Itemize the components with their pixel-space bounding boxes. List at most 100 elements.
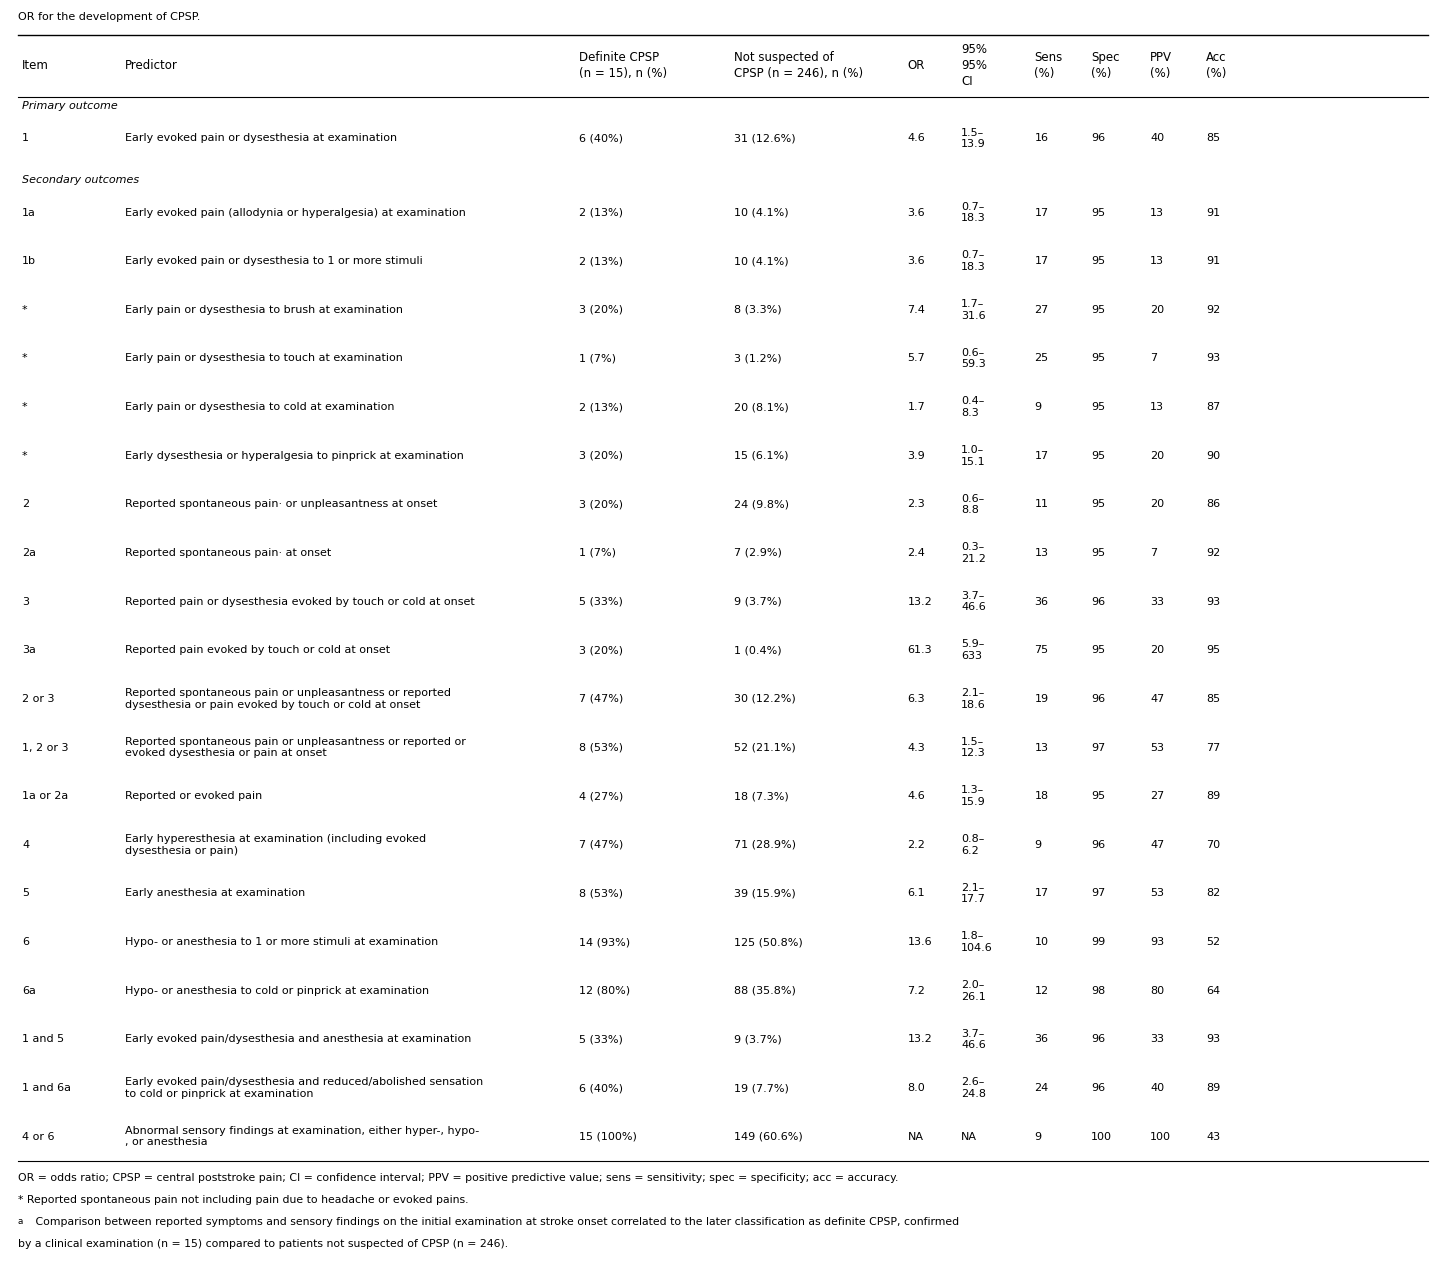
Text: 3 (20%): 3 (20%) (578, 646, 623, 656)
Text: 6.1: 6.1 (908, 888, 925, 898)
Text: 0.7–
18.3: 0.7– 18.3 (962, 202, 986, 223)
Text: 91: 91 (1206, 208, 1220, 217)
Text: 61.3: 61.3 (908, 646, 933, 656)
Text: Early evoked pain (allodynia or hyperalgesia) at examination: Early evoked pain (allodynia or hyperalg… (124, 208, 466, 217)
Text: 3.7–
46.6: 3.7– 46.6 (962, 1028, 986, 1050)
Text: 5.9–
633: 5.9– 633 (962, 639, 985, 661)
Text: 4.6: 4.6 (908, 134, 925, 143)
Text: 93: 93 (1206, 597, 1220, 606)
Text: 1: 1 (22, 134, 29, 143)
Text: 6 (40%): 6 (40%) (578, 134, 623, 143)
Text: Reported pain or dysesthesia evoked by touch or cold at onset: Reported pain or dysesthesia evoked by t… (124, 597, 474, 606)
Text: 13: 13 (1150, 402, 1164, 412)
Text: 3.9: 3.9 (908, 450, 925, 461)
Text: 100: 100 (1090, 1132, 1112, 1142)
Text: 2.0–
26.1: 2.0– 26.1 (962, 980, 986, 1002)
Text: Spec
(%): Spec (%) (1090, 51, 1119, 80)
Text: 18: 18 (1034, 791, 1048, 801)
Text: 8.0: 8.0 (908, 1083, 925, 1094)
Text: 1.0–
15.1: 1.0– 15.1 (962, 445, 986, 467)
Text: 96: 96 (1090, 597, 1105, 606)
Text: 2 (13%): 2 (13%) (578, 256, 623, 267)
Text: 95: 95 (1090, 547, 1105, 558)
Text: Early dysesthesia or hyperalgesia to pinprick at examination: Early dysesthesia or hyperalgesia to pin… (124, 450, 464, 461)
Text: 4: 4 (22, 840, 29, 850)
Text: 1.5–
12.3: 1.5– 12.3 (962, 736, 986, 758)
Text: 17: 17 (1034, 208, 1048, 217)
Text: Hypo- or anesthesia to 1 or more stimuli at examination: Hypo- or anesthesia to 1 or more stimuli… (124, 937, 438, 947)
Text: 12: 12 (1034, 986, 1048, 995)
Text: 1.3–
15.9: 1.3– 15.9 (962, 786, 986, 806)
Text: 93: 93 (1206, 353, 1220, 364)
Text: 3.6: 3.6 (908, 208, 925, 217)
Text: 0.4–
8.3: 0.4– 8.3 (962, 397, 985, 417)
Text: 5: 5 (22, 888, 29, 898)
Text: 2.6–
24.8: 2.6– 24.8 (962, 1077, 986, 1099)
Text: 95: 95 (1090, 208, 1105, 217)
Text: 1.7–
31.6: 1.7– 31.6 (962, 299, 986, 320)
Text: Item: Item (22, 60, 49, 73)
Text: 4.3: 4.3 (908, 743, 925, 753)
Text: 13.6: 13.6 (908, 937, 933, 947)
Text: 95: 95 (1090, 450, 1105, 461)
Text: Reported spontaneous pain· or unpleasantness at onset: Reported spontaneous pain· or unpleasant… (124, 499, 437, 509)
Text: OR for the development of CPSP.: OR for the development of CPSP. (17, 11, 201, 22)
Text: 1.8–
104.6: 1.8– 104.6 (962, 931, 993, 953)
Text: 52 (21.1%): 52 (21.1%) (735, 743, 795, 753)
Text: 40: 40 (1150, 1083, 1164, 1094)
Text: 27: 27 (1034, 305, 1048, 315)
Text: 96: 96 (1090, 134, 1105, 143)
Text: 92: 92 (1206, 305, 1220, 315)
Text: 53: 53 (1150, 743, 1164, 753)
Text: 3.6: 3.6 (908, 256, 925, 267)
Text: 98: 98 (1090, 986, 1105, 995)
Text: 36: 36 (1034, 1035, 1048, 1044)
Text: 95: 95 (1090, 402, 1105, 412)
Text: 17: 17 (1034, 450, 1048, 461)
Text: Comparison between reported symptoms and sensory findings on the initial examina: Comparison between reported symptoms and… (32, 1217, 959, 1228)
Text: 16: 16 (1034, 134, 1048, 143)
Text: 6a: 6a (22, 986, 36, 995)
Text: 13.2: 13.2 (908, 1035, 933, 1044)
Text: 3 (1.2%): 3 (1.2%) (735, 353, 782, 364)
Text: 86: 86 (1206, 499, 1220, 509)
Text: 7 (47%): 7 (47%) (578, 840, 623, 850)
Text: 99: 99 (1090, 937, 1105, 947)
Text: 2.3: 2.3 (908, 499, 925, 509)
Text: 0.3–
21.2: 0.3– 21.2 (962, 542, 986, 564)
Text: Not suspected of
CPSP (n = 246), n (%): Not suspected of CPSP (n = 246), n (%) (735, 51, 863, 80)
Text: 4 (27%): 4 (27%) (578, 791, 623, 801)
Text: 20: 20 (1150, 305, 1164, 315)
Text: 95: 95 (1206, 646, 1220, 656)
Text: 7 (2.9%): 7 (2.9%) (735, 547, 782, 558)
Text: 25: 25 (1034, 353, 1048, 364)
Text: 80: 80 (1150, 986, 1164, 995)
Text: Reported spontaneous pain· at onset: Reported spontaneous pain· at onset (124, 547, 331, 558)
Text: 88 (35.8%): 88 (35.8%) (735, 986, 795, 995)
Text: Early pain or dysesthesia to brush at examination: Early pain or dysesthesia to brush at ex… (124, 305, 403, 315)
Text: 96: 96 (1090, 1083, 1105, 1094)
Text: 2 (13%): 2 (13%) (578, 208, 623, 217)
Text: 1.7: 1.7 (908, 402, 925, 412)
Text: 1.5–
13.9: 1.5– 13.9 (962, 128, 986, 149)
Text: 1 and 5: 1 and 5 (22, 1035, 64, 1044)
Text: 24: 24 (1034, 1083, 1048, 1094)
Text: 11: 11 (1034, 499, 1048, 509)
Text: 93: 93 (1206, 1035, 1220, 1044)
Text: 17: 17 (1034, 256, 1048, 267)
Text: 1 (0.4%): 1 (0.4%) (735, 646, 782, 656)
Text: Early pain or dysesthesia to touch at examination: Early pain or dysesthesia to touch at ex… (124, 353, 403, 364)
Text: 77: 77 (1206, 743, 1220, 753)
Text: 125 (50.8%): 125 (50.8%) (735, 937, 803, 947)
Text: 3 (20%): 3 (20%) (578, 305, 623, 315)
Text: 15 (100%): 15 (100%) (578, 1132, 636, 1142)
Text: 1 (7%): 1 (7%) (578, 547, 616, 558)
Text: 9 (3.7%): 9 (3.7%) (735, 1035, 782, 1044)
Text: 95%
95%
CI: 95% 95% CI (962, 43, 988, 88)
Text: 100: 100 (1150, 1132, 1171, 1142)
Text: Hypo- or anesthesia to cold or pinprick at examination: Hypo- or anesthesia to cold or pinprick … (124, 986, 429, 995)
Text: 6: 6 (22, 937, 29, 947)
Text: NA: NA (962, 1132, 977, 1142)
Text: 20: 20 (1150, 450, 1164, 461)
Text: Acc
(%): Acc (%) (1206, 51, 1226, 80)
